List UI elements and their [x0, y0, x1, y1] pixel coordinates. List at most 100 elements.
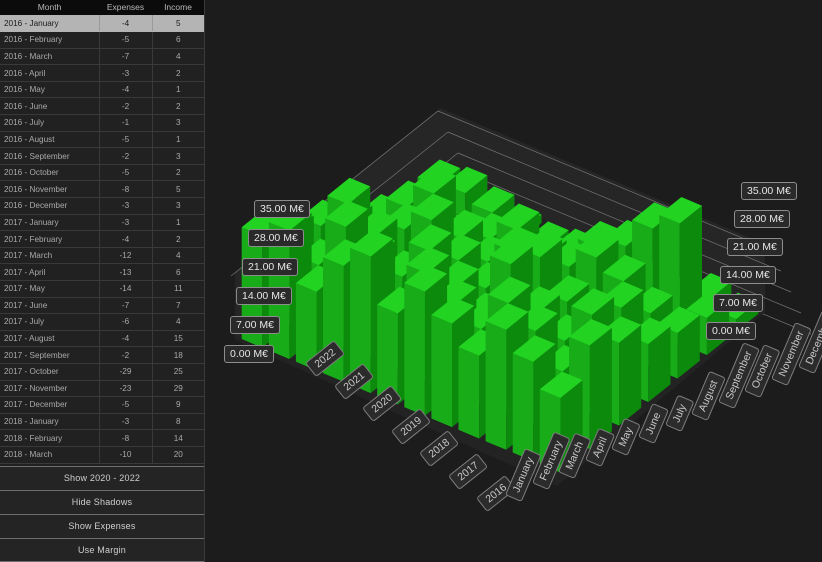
table-row[interactable]: 2016 - April -3 2: [0, 64, 204, 82]
value-tick-left: 0.00 M€: [224, 345, 274, 364]
cell-expenses: -3: [99, 197, 153, 215]
cell-income: 4: [152, 313, 204, 331]
table-body: 2016 - January -4 5 2016 - February -5 6 2016 …: [0, 15, 204, 464]
bar-face-top: [325, 200, 368, 227]
use-margin-button[interactable]: Use Margin: [0, 537, 204, 562]
table-row[interactable]: 2018 - January -3 8: [0, 413, 204, 431]
cell-month: 2017 - January: [0, 214, 100, 232]
bar-face-left: [458, 347, 480, 439]
bar-face-top: [490, 237, 533, 265]
table-row[interactable]: 2017 - September -2 18: [0, 346, 204, 364]
bar-face-left: [512, 353, 534, 462]
table-row[interactable]: 2017 - November -23 29: [0, 380, 204, 398]
bar-face-left: [431, 314, 452, 428]
cell-income: 2: [152, 64, 204, 82]
table-row[interactable]: 2017 - July -6 4: [0, 313, 204, 331]
cell-income: 2: [152, 230, 204, 248]
cell-income: 5: [152, 15, 204, 33]
table-row[interactable]: 2016 - May -4 1: [0, 81, 204, 99]
bar-face-right: [465, 175, 488, 218]
bar-face-right: [589, 327, 612, 449]
cell-month: 2017 - May: [0, 280, 100, 298]
bar-face-top: [487, 276, 531, 304]
table-row[interactable]: 2017 - March -12 4: [0, 247, 204, 265]
table-row[interactable]: 2016 - October -5 2: [0, 164, 204, 182]
table-header-row: Month Expenses Income: [0, 0, 204, 15]
value-tick-right: 35.00 M€: [741, 182, 797, 201]
cell-month: 2017 - September: [0, 346, 100, 364]
show-2020-2022-button[interactable]: Show 2020 - 2022: [0, 465, 204, 490]
cell-expenses: -5: [99, 396, 153, 414]
hide-shadows-button[interactable]: Hide Shadows: [0, 489, 204, 514]
cell-month: 2016 - May: [0, 81, 100, 99]
cell-income: 3: [152, 147, 204, 165]
table-row[interactable]: 2017 - February -4 2: [0, 230, 204, 248]
cell-income: 6: [152, 31, 204, 49]
column-header-expenses[interactable]: Expenses: [99, 0, 152, 15]
table-row[interactable]: 2016 - July -1 3: [0, 114, 204, 132]
table-row[interactable]: 2017 - May -14 11: [0, 280, 204, 298]
table-row[interactable]: 2016 - September -2 3: [0, 147, 204, 165]
cell-expenses: -2: [99, 97, 153, 116]
cell-expenses: -29: [99, 363, 153, 381]
table-row[interactable]: 2017 - January -3 1: [0, 214, 204, 232]
cell-month: 2016 - August: [0, 131, 100, 149]
cell-month: 2016 - February: [0, 31, 100, 49]
table-row[interactable]: 2016 - March -7 4: [0, 48, 204, 66]
cell-income: 4: [152, 247, 204, 265]
cell-expenses: -4: [99, 81, 153, 99]
table-row[interactable]: 2017 - August -4 15: [0, 330, 204, 348]
cell-expenses: -4: [99, 330, 153, 348]
cell-month: 2018 - March: [0, 446, 100, 464]
bar-face-top: [496, 203, 540, 230]
table-row[interactable]: 2016 - June -2 2: [0, 97, 204, 116]
table-row[interactable]: 2017 - October -29 25: [0, 363, 204, 381]
cell-month: 2017 - April: [0, 263, 100, 281]
table-row[interactable]: 2017 - April -13 6: [0, 263, 204, 281]
bar-face-right: [619, 324, 642, 426]
cell-month: 2016 - October: [0, 164, 100, 182]
cell-income: 3: [152, 197, 204, 215]
value-tick-left: 28.00 M€: [248, 229, 304, 248]
table-row[interactable]: 2016 - February -5 6: [0, 31, 204, 49]
cell-month: 2016 - September: [0, 147, 100, 165]
bar-face-left: [350, 247, 371, 394]
cell-expenses: -5: [99, 31, 153, 49]
cell-expenses: -3: [99, 64, 153, 82]
bar-face-left: [485, 321, 507, 450]
value-tick-left: 21.00 M€: [242, 258, 298, 277]
cell-month: 2017 - December: [0, 396, 100, 414]
cell-income: 29: [152, 380, 204, 398]
table-row[interactable]: 2016 - January -4 5: [0, 15, 204, 33]
cell-income: 6: [152, 263, 204, 281]
monthly-data-table[interactable]: Month Expenses Income 2016 - January -4 5 2…: [0, 0, 204, 464]
cell-month: 2017 - July: [0, 313, 100, 331]
cell-expenses: -4: [99, 230, 153, 248]
value-tick-right: 21.00 M€: [727, 238, 783, 257]
bar-face-top: [431, 297, 475, 324]
bar-face-top: [571, 288, 615, 315]
column-header-month[interactable]: Month: [0, 0, 99, 15]
bar-face-top: [404, 265, 448, 292]
table-row[interactable]: 2018 - February -8 14: [0, 429, 204, 447]
table-row[interactable]: 2016 - November -8 5: [0, 180, 204, 199]
chart-3d-area[interactable]: .face.top{fill:#22d322;} .face.left{fill…: [205, 0, 822, 562]
bar-face-right: [677, 315, 700, 379]
cell-expenses: -7: [99, 297, 153, 315]
table-row[interactable]: 2017 - June -7 7: [0, 297, 204, 315]
show-expenses-button[interactable]: Show Expenses: [0, 513, 204, 538]
cell-income: 9: [152, 396, 204, 414]
bar-face-top: [602, 254, 646, 282]
table-row[interactable]: 2017 - December -5 9: [0, 396, 204, 414]
table-row[interactable]: 2016 - December -3 3: [0, 197, 204, 215]
cell-month: 2018 - February: [0, 429, 100, 447]
button-stack: Show 2020 - 2022 Hide Shadows Show Expense…: [0, 465, 204, 562]
column-header-income[interactable]: Income: [152, 0, 204, 15]
cell-income: 1: [152, 81, 204, 99]
cell-income: 11: [152, 280, 204, 298]
cell-income: 7: [152, 297, 204, 315]
table-row[interactable]: 2018 - March -10 20: [0, 446, 204, 464]
value-tick-left: 14.00 M€: [236, 287, 292, 306]
table-row[interactable]: 2016 - August -5 1: [0, 131, 204, 149]
bar-face-top: [575, 231, 619, 258]
